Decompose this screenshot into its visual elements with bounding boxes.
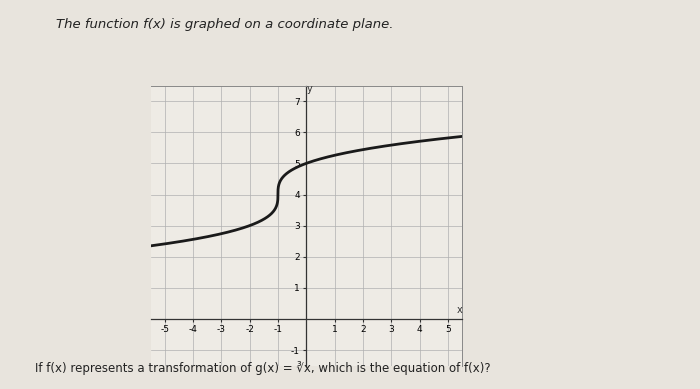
Text: The function f(x) is graphed on a coordinate plane.: The function f(x) is graphed on a coordi… xyxy=(56,18,393,30)
Text: x: x xyxy=(456,305,462,315)
Text: If f(x) represents a transformation of g(x) = ∛x, which is the equation of f(x)?: If f(x) represents a transformation of g… xyxy=(35,361,491,375)
Text: y: y xyxy=(307,84,312,94)
